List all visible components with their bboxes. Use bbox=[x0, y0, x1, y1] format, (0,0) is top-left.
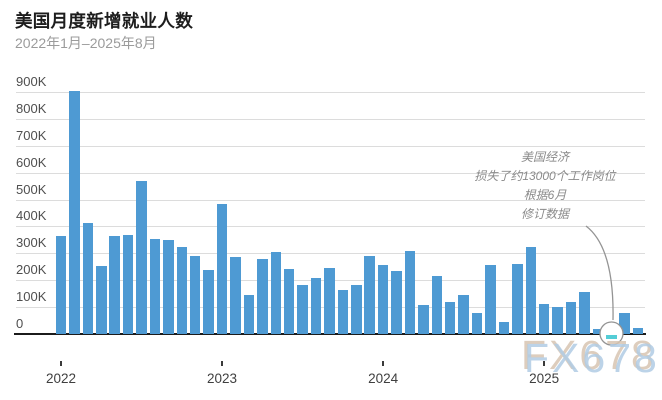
gridline-700K bbox=[16, 145, 645, 147]
bar-2024-03[interactable] bbox=[404, 250, 416, 334]
bar-2023-01[interactable] bbox=[216, 204, 228, 334]
bar-2023-08[interactable] bbox=[310, 277, 322, 334]
bar-2024-09[interactable] bbox=[485, 265, 496, 334]
y-axis-label-700K: 700K bbox=[16, 127, 47, 143]
bar-2022-12[interactable] bbox=[203, 269, 214, 334]
bar-2025-07[interactable] bbox=[619, 312, 630, 334]
bar-2025-08[interactable] bbox=[632, 328, 644, 334]
bar-2022-01[interactable] bbox=[55, 236, 67, 334]
y-axis-label-400K: 400K bbox=[16, 208, 47, 224]
bar-2022-04[interactable] bbox=[96, 265, 107, 334]
chart-title: 美国月度新增就业人数 bbox=[15, 11, 193, 31]
y-axis-label-0: 0 bbox=[16, 316, 24, 331]
bar-2022-05[interactable] bbox=[109, 236, 120, 334]
bar-2023-09[interactable] bbox=[324, 267, 335, 334]
bar-2025-04[interactable] bbox=[579, 291, 590, 334]
bar-2025-05[interactable] bbox=[592, 328, 603, 334]
gridline-500K bbox=[16, 199, 645, 201]
x-tick-2025 bbox=[543, 361, 546, 366]
y-axis-label-100K: 100K bbox=[16, 289, 47, 305]
bar-2024-01[interactable] bbox=[377, 265, 389, 334]
x-axis-label-2023: 2023 bbox=[206, 371, 238, 386]
bar-2022-10[interactable] bbox=[176, 246, 187, 334]
bar-2024-12[interactable] bbox=[525, 247, 536, 334]
y-axis-label-300K: 300K bbox=[16, 235, 47, 251]
bar-2024-02[interactable] bbox=[391, 270, 402, 334]
bar-2023-05[interactable] bbox=[270, 251, 281, 334]
y-axis-label-600K: 600K bbox=[16, 154, 47, 170]
bar-2025-02[interactable] bbox=[552, 306, 563, 334]
x-axis-label-2024: 2024 bbox=[368, 371, 399, 386]
x-axis-label-2025: 2025 bbox=[529, 371, 560, 386]
bar-2024-11[interactable] bbox=[512, 263, 523, 334]
gridline-400K bbox=[16, 226, 645, 228]
bar-2022-08[interactable] bbox=[149, 239, 161, 334]
chart-subtitle: 2022年1月–2025年8月 bbox=[15, 35, 157, 51]
bar-2023-07[interactable] bbox=[297, 284, 308, 334]
y-axis-label-500K: 500K bbox=[16, 181, 47, 197]
bar-2024-10[interactable] bbox=[498, 322, 510, 334]
bar-2024-08[interactable] bbox=[471, 313, 483, 334]
bar-2024-06[interactable] bbox=[444, 302, 456, 334]
annotation-text: 美国经济 损失了约13000个工作岗位 根据6月 修订数据 bbox=[474, 150, 616, 221]
x-tick-2023 bbox=[221, 361, 223, 366]
watermark-fx678: FX678 bbox=[524, 335, 660, 381]
gridline-800K bbox=[16, 118, 645, 120]
bar-2024-04[interactable] bbox=[418, 304, 429, 334]
bar-2022-07[interactable] bbox=[136, 181, 147, 334]
bar-2024-05[interactable] bbox=[431, 275, 442, 334]
bar-2023-02[interactable] bbox=[230, 256, 241, 334]
x-tick-2024 bbox=[382, 361, 385, 366]
y-axis-label-200K: 200K bbox=[16, 262, 47, 278]
y-axis-label-900K: 900K bbox=[16, 73, 47, 89]
bar-2024-07[interactable] bbox=[458, 295, 469, 334]
bar-2023-04[interactable] bbox=[257, 259, 268, 334]
bar-2023-12[interactable] bbox=[364, 256, 375, 334]
gridline-300K bbox=[16, 253, 645, 255]
annotation-connector-line bbox=[585, 225, 614, 321]
bar-2023-10[interactable] bbox=[337, 289, 349, 334]
bar-2025-01[interactable] bbox=[538, 304, 550, 334]
bar-2022-03[interactable] bbox=[82, 222, 94, 334]
bar-2023-06[interactable] bbox=[283, 269, 295, 334]
x-axis-label-2022: 2022 bbox=[45, 371, 77, 386]
bar-2023-03[interactable] bbox=[243, 294, 255, 334]
bar-2023-11[interactable] bbox=[351, 285, 362, 334]
x-tick-2022 bbox=[60, 361, 62, 366]
x-axis-zero-line bbox=[14, 333, 646, 335]
bar-2022-11[interactable] bbox=[189, 256, 201, 334]
bar-2022-09[interactable] bbox=[163, 239, 174, 334]
bar-2022-02[interactable] bbox=[69, 90, 80, 334]
y-axis-label-800K: 800K bbox=[16, 100, 47, 116]
gridline-600K bbox=[16, 172, 645, 174]
bar-2025-03[interactable] bbox=[565, 301, 577, 334]
bar-2022-06[interactable] bbox=[122, 234, 134, 334]
gridline-900K bbox=[16, 91, 645, 93]
